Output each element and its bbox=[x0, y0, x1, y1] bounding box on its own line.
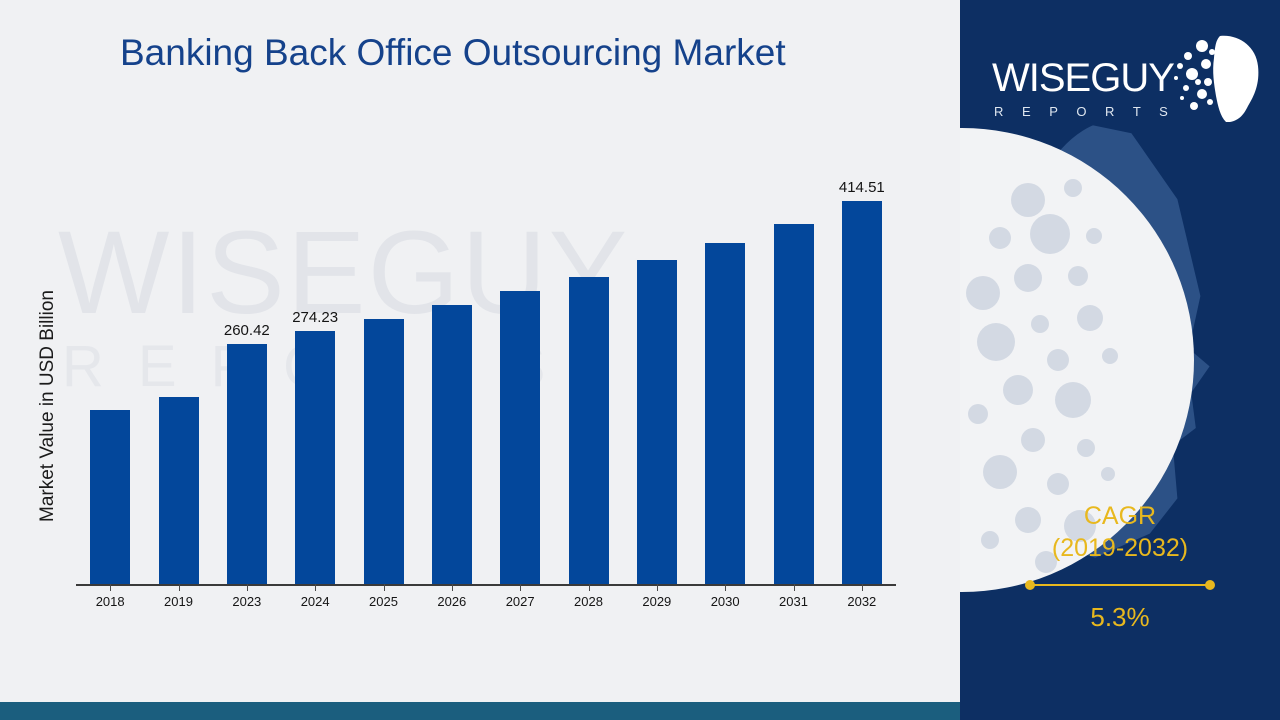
x-tick-2025 bbox=[383, 584, 385, 591]
x-tick-2031 bbox=[793, 584, 795, 591]
y-axis-label: Market Value in USD Billion bbox=[37, 290, 58, 522]
logo-head-profile-icon bbox=[1174, 35, 1259, 122]
value-label-2023: 260.42 bbox=[223, 321, 270, 339]
bar-2027 bbox=[500, 291, 541, 584]
bar-2031 bbox=[773, 223, 814, 584]
x-tick-2018 bbox=[110, 584, 112, 591]
bar-2023 bbox=[226, 343, 267, 584]
logo-wordmark: WISEGUY bbox=[992, 56, 1175, 100]
x-tick-2032 bbox=[861, 584, 864, 591]
x-tick-label-2028: 2028 bbox=[574, 594, 603, 609]
x-tick-label-2030: 2030 bbox=[710, 594, 740, 609]
x-tick-2028 bbox=[588, 584, 590, 591]
x-tick-label-2026: 2026 bbox=[437, 594, 467, 609]
brand-logo: WISEGUY R E P O R T S bbox=[970, 30, 1270, 122]
x-tick-label-2018: 2018 bbox=[95, 594, 125, 609]
x-tick-label-2025: 2025 bbox=[369, 594, 398, 609]
bar-2030 bbox=[705, 243, 746, 584]
cagr-value: 5.3% bbox=[1090, 602, 1150, 632]
x-tick-2030 bbox=[725, 584, 727, 591]
bar-2019 bbox=[158, 397, 199, 584]
x-tick-2019 bbox=[178, 584, 180, 591]
x-tick-label-2024: 2024 bbox=[300, 594, 330, 609]
value-label-2024: 274.23 bbox=[292, 308, 339, 326]
x-tick-2024 bbox=[315, 584, 317, 591]
bar-2025 bbox=[363, 318, 404, 584]
divider-dot-left bbox=[1025, 580, 1035, 590]
bar-2026 bbox=[431, 305, 472, 584]
x-tick-2027 bbox=[520, 584, 522, 591]
cagr-title: CAGR bbox=[1083, 502, 1157, 530]
plot-bars bbox=[76, 150, 896, 584]
value-label-2032: 414.51 bbox=[838, 179, 885, 197]
cagr-divider bbox=[1025, 580, 1215, 590]
chart-area: Banking Back Office Outsourcing Market W… bbox=[37, 32, 896, 609]
x-tick-label-2027: 2027 bbox=[505, 594, 535, 609]
bar-2018 bbox=[90, 410, 131, 584]
bar-2032 bbox=[841, 201, 882, 584]
logo-subtitle: R E P O R T S bbox=[994, 104, 1176, 119]
bar-2028 bbox=[568, 276, 609, 584]
divider-dot-right bbox=[1205, 580, 1215, 590]
brain-dots-decoration-icon bbox=[966, 179, 1118, 573]
page-title: Banking Back Office Outsourcing Market bbox=[120, 32, 786, 73]
x-tick-label-2029: 2029 bbox=[642, 594, 672, 609]
divider-line bbox=[1031, 584, 1209, 586]
x-tick-label-2031: 2031 bbox=[779, 594, 808, 609]
x-tick-2026 bbox=[451, 584, 454, 591]
x-tick-label-2023: 2023 bbox=[232, 594, 262, 609]
x-tick-2023 bbox=[246, 584, 249, 591]
cagr-range: (2019-2032) bbox=[1051, 534, 1189, 562]
x-tick-label-2032: 2032 bbox=[847, 594, 877, 609]
right-panel: WISEGUY R E P O R T S CAGR (2019-2032) bbox=[960, 0, 1280, 720]
x-tick-2029 bbox=[656, 584, 659, 591]
bottom-accent-bar bbox=[0, 702, 960, 720]
x-tick-label-2019: 2019 bbox=[164, 594, 193, 609]
bar-2029 bbox=[636, 259, 677, 584]
cagr-block: CAGR (2019-2032) 5.3% bbox=[960, 500, 1280, 634]
x-axis-line bbox=[76, 584, 896, 586]
bar-2024 bbox=[295, 330, 336, 584]
